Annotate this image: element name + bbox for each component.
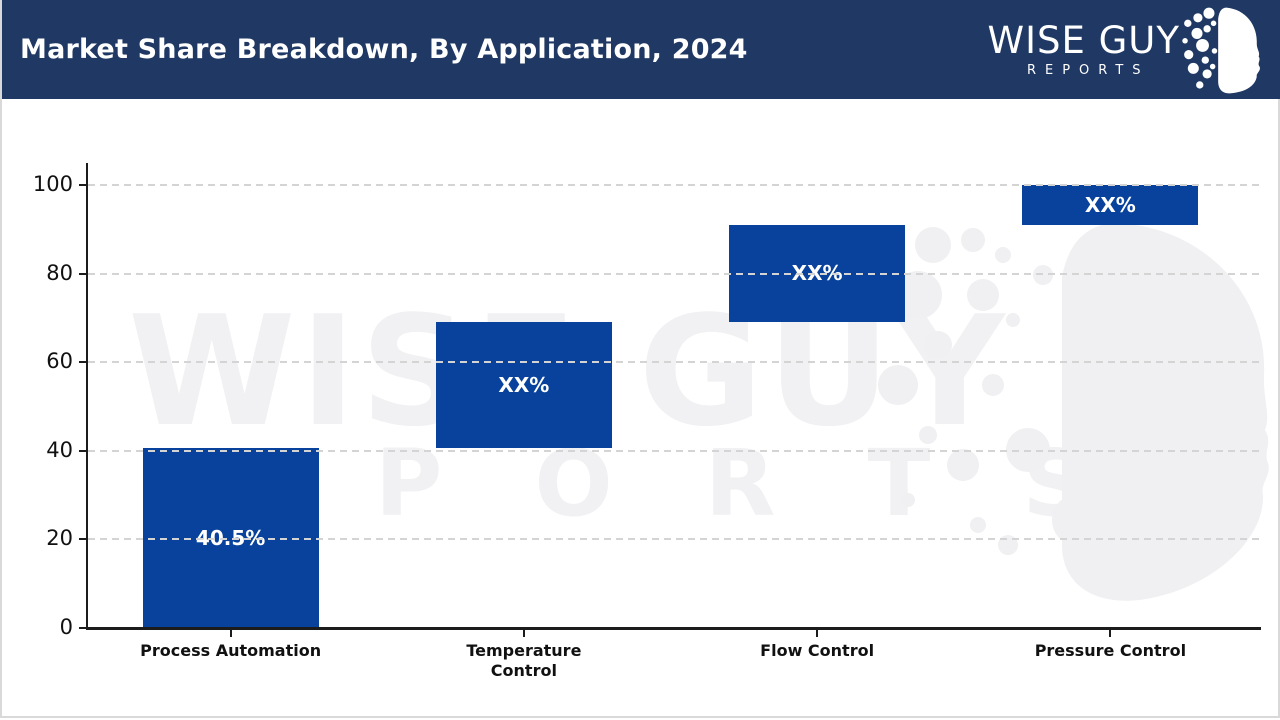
- x-axis-line: [86, 626, 1261, 630]
- y-tick-label-20: 20: [46, 526, 73, 550]
- gridline-40: [88, 449, 1261, 452]
- watermark-head-graphic: [878, 223, 1269, 601]
- brand-subname: REPORTS: [1026, 62, 1150, 78]
- bar-value-label-temperature-control: XX%: [498, 373, 550, 398]
- canvas-border-right: [1278, 99, 1280, 718]
- header-bar: Market Share Breakdown, By Application, …: [0, 0, 1280, 99]
- gridline-60: [88, 361, 1261, 363]
- y-axis-line: [86, 163, 88, 630]
- x-tick-mark-process-automation: [229, 629, 232, 637]
- y-tick-mark-20: [79, 538, 88, 540]
- y-tick-label-40: 40: [46, 437, 73, 462]
- y-tick-label-60: 60: [46, 349, 73, 373]
- x-tick-mark-temperature-control: [522, 629, 525, 637]
- gridline-20: [88, 538, 1261, 540]
- y-tick-label-100: 100: [32, 172, 73, 196]
- gridline-100: [88, 184, 1261, 186]
- y-tick-label-80: 80: [46, 260, 73, 285]
- brand-logo: WISE GUY REPORTS: [988, 0, 1266, 99]
- x-category-label-flow-control: Flow Control: [760, 640, 875, 660]
- canvas-border-bottom: [0, 716, 1280, 718]
- page-title: Market Share Breakdown, By Application, …: [20, 34, 748, 65]
- x-category-label-process-automation: Process Automation: [140, 640, 322, 660]
- bar-value-label-process-automation: 40.5%: [195, 525, 266, 550]
- y-tick-mark-40: [79, 449, 88, 452]
- y-tick-mark-60: [79, 361, 88, 363]
- bar-pressure-control: XX%: [1022, 185, 1199, 225]
- x-category-label-temperature-control: Temperature Control: [466, 640, 582, 681]
- x-category-label-pressure-control: Pressure Control: [1034, 640, 1187, 660]
- bar-process-automation: 40.5%: [142, 448, 319, 628]
- bar-temperature-control: XX%: [435, 322, 612, 449]
- bar-value-label-pressure-control: XX%: [1084, 192, 1136, 217]
- brand-head-icon: [1182, 7, 1260, 93]
- x-tick-mark-pressure-control: [1109, 629, 1112, 637]
- y-tick-mark-100: [79, 184, 88, 186]
- y-tick-mark-80: [79, 272, 88, 275]
- brand-logo-text: WISE GUY REPORTS: [988, 22, 1180, 78]
- y-tick-mark-0: [79, 626, 88, 629]
- y-tick-label-0: 0: [59, 614, 73, 639]
- gridline-80: [88, 272, 1261, 275]
- canvas-border-left: [0, 0, 2, 718]
- x-tick-mark-flow-control: [816, 629, 819, 637]
- brand-name: WISE GUY: [987, 18, 1180, 62]
